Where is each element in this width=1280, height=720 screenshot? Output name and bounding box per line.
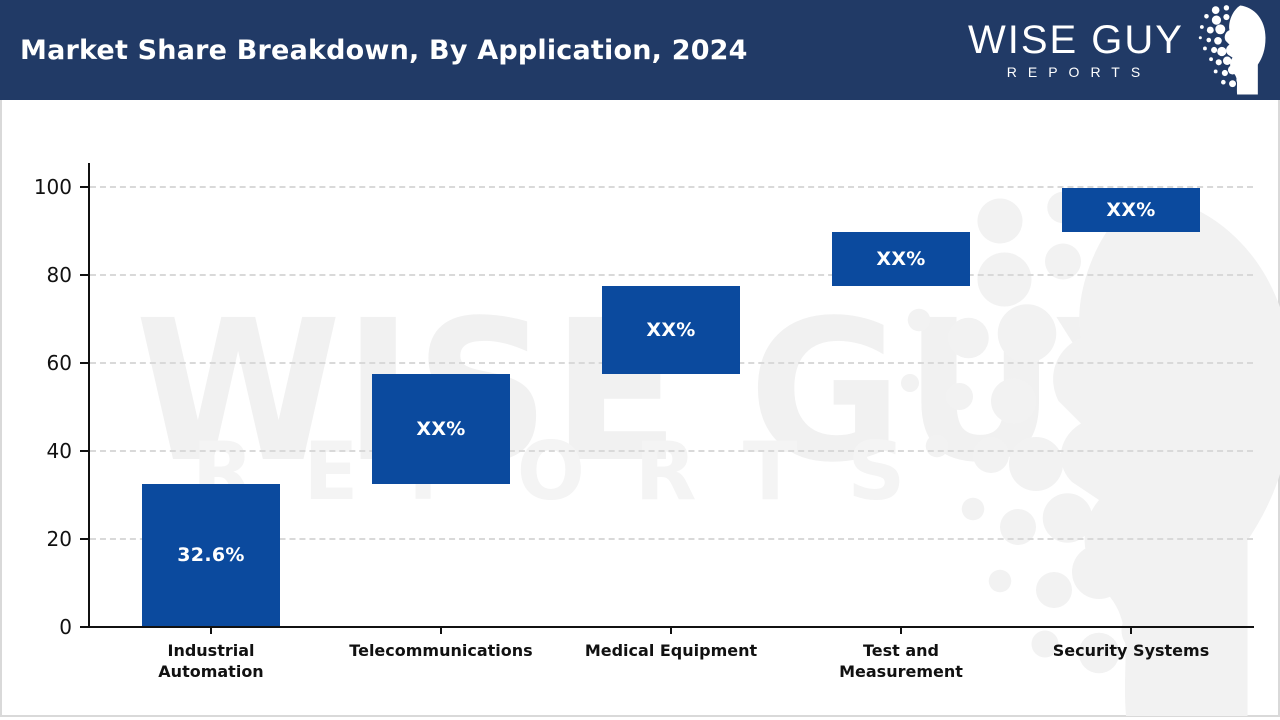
y-tick-0 — [80, 626, 88, 628]
y-tick-80 — [80, 274, 88, 276]
y-tick-40 — [80, 450, 88, 452]
x-category-label-security-systems: Security Systems — [1021, 640, 1241, 661]
bar-security-systems: XX% — [1062, 187, 1200, 232]
x-category-label-line: Test and — [862, 641, 940, 660]
x-category-label-medical-equipment: Medical Equipment — [561, 640, 781, 661]
x-axis-line — [89, 626, 1254, 628]
y-tick-100 — [80, 186, 88, 188]
y-tick-label-60: 60 — [46, 351, 72, 375]
x-category-label-line: Security Systems — [1052, 641, 1210, 660]
header: Market Share Breakdown, By Application, … — [0, 0, 1280, 100]
x-category-label-test-and-measurement: Test and Measurement — [791, 640, 1011, 682]
x-category-label-line: Industrial — [167, 641, 255, 660]
x-tick-security-systems — [1130, 628, 1132, 634]
bar-test-and-measurement: XX% — [832, 231, 970, 286]
x-category-label-line: Telecommunications — [349, 641, 533, 660]
watermark-subtitle: REPORTS — [192, 425, 956, 518]
gridline-20 — [90, 538, 1253, 540]
x-category-label-line: Measurement — [839, 662, 963, 681]
gridline-100 — [90, 186, 1253, 188]
x-tick-telecommunications — [440, 628, 442, 634]
frame-line-bottom — [0, 715, 1280, 717]
bar-value-label-industrial-automation: 32.6% — [177, 544, 245, 567]
x-tick-industrial-automation — [210, 628, 212, 634]
y-tick-60 — [80, 362, 88, 364]
bar-value-label-telecommunications: XX% — [416, 417, 466, 440]
y-tick-label-40: 40 — [46, 439, 72, 463]
x-category-label-telecommunications: Telecommunications — [331, 640, 551, 661]
bar-value-label-test-and-measurement: XX% — [876, 247, 926, 270]
page-title: Market Share Breakdown, By Application, … — [20, 34, 748, 66]
gridline-40 — [90, 450, 1253, 452]
gridline-80 — [90, 274, 1253, 276]
frame-line-left — [0, 100, 2, 717]
bar-value-label-medical-equipment: XX% — [646, 319, 696, 341]
x-category-label-line: Medical Equipment — [584, 641, 758, 660]
x-tick-medical-equipment — [670, 628, 672, 634]
logo-wordmark: WISE GUY REPORTS — [968, 20, 1184, 80]
logo-wordmark-line2: REPORTS — [1006, 64, 1152, 80]
bar-industrial-automation: 32.6% — [142, 483, 280, 627]
y-tick-label-0: 0 — [59, 615, 72, 639]
y-tick-label-100: 100 — [33, 175, 72, 199]
wise-guy-logo: WISE GUY REPORTS — [968, 0, 1280, 100]
y-tick-20 — [80, 538, 88, 540]
bar-telecommunications: XX% — [372, 374, 510, 484]
logo-wordmark-line1: WISE GUY — [967, 18, 1184, 62]
y-tick-label-80: 80 — [46, 263, 72, 287]
bar-value-label-security-systems: XX% — [1106, 198, 1156, 221]
bar-medical-equipment: XX% — [602, 286, 740, 374]
x-category-label-line: Automation — [158, 662, 264, 681]
y-tick-label-20: 20 — [46, 527, 72, 551]
x-tick-test-and-measurement — [900, 628, 902, 634]
x-category-label-industrial-automation: Industrial Automation — [101, 640, 321, 682]
y-axis-line — [88, 163, 90, 628]
